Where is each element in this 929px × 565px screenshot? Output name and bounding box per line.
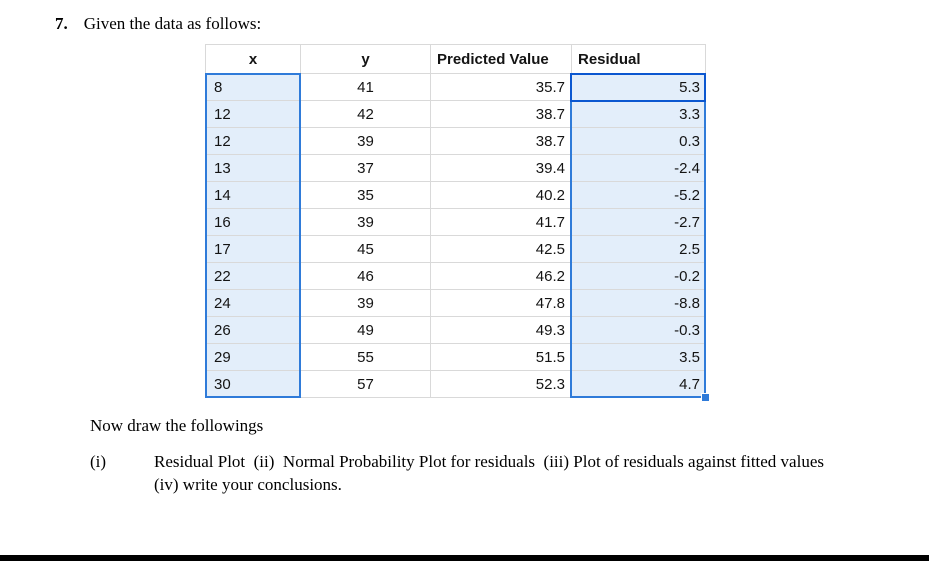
cell-y: 57 bbox=[300, 370, 431, 398]
header-row: x y Predicted Value Residual bbox=[205, 44, 706, 74]
cell-predicted: 38.7 bbox=[430, 127, 572, 155]
column-header-predicted: Predicted Value bbox=[430, 44, 572, 74]
cell-y: 49 bbox=[300, 316, 431, 344]
table-row: 24 39 47.8 -8.8 bbox=[205, 289, 706, 317]
cell-predicted: 35.7 bbox=[430, 73, 572, 101]
cell-residual: 4.7 bbox=[571, 370, 706, 398]
question-line: 7. Given the data as follows: bbox=[55, 14, 261, 34]
cell-residual: 2.5 bbox=[571, 235, 706, 263]
cell-y: 46 bbox=[300, 262, 431, 290]
cell-predicted: 46.2 bbox=[430, 262, 572, 290]
cell-y: 39 bbox=[300, 208, 431, 236]
cell-x: 17 bbox=[205, 235, 301, 263]
table-row: 29 55 51.5 3.5 bbox=[205, 343, 706, 371]
cell-residual: -8.8 bbox=[571, 289, 706, 317]
list-item-text: Residual Plot (ii) Normal Probability Pl… bbox=[154, 452, 837, 495]
cell-residual: 0.3 bbox=[571, 127, 706, 155]
cell-x: 24 bbox=[205, 289, 301, 317]
cell-y: 35 bbox=[300, 181, 431, 209]
cell-x: 16 bbox=[205, 208, 301, 236]
cell-residual: -2.7 bbox=[571, 208, 706, 236]
cell-predicted: 39.4 bbox=[430, 154, 572, 182]
column-header-y: y bbox=[300, 44, 431, 74]
cell-predicted: 38.7 bbox=[430, 100, 572, 128]
question-parts: (i) Residual Plot (ii) Normal Probabilit… bbox=[90, 450, 854, 497]
table-row: 12 39 38.7 0.3 bbox=[205, 127, 706, 155]
table-row: 8 41 35.7 5.3 bbox=[205, 73, 706, 101]
column-header-residual: Residual bbox=[571, 44, 706, 74]
cell-y: 55 bbox=[300, 343, 431, 371]
cell-predicted: 51.5 bbox=[430, 343, 572, 371]
cell-x: 26 bbox=[205, 316, 301, 344]
cell-y: 42 bbox=[300, 100, 431, 128]
question-number: 7. bbox=[55, 14, 68, 33]
cell-predicted: 40.2 bbox=[430, 181, 572, 209]
table-row: 14 35 40.2 -5.2 bbox=[205, 181, 706, 209]
cell-predicted: 49.3 bbox=[430, 316, 572, 344]
cell-x: 14 bbox=[205, 181, 301, 209]
cell-residual: 3.5 bbox=[571, 343, 706, 371]
cell-predicted: 42.5 bbox=[430, 235, 572, 263]
table-row: 26 49 49.3 -0.3 bbox=[205, 316, 706, 344]
cell-x: 12 bbox=[205, 127, 301, 155]
cell-residual: -0.2 bbox=[571, 262, 706, 290]
cell-x: 12 bbox=[205, 100, 301, 128]
cell-y: 37 bbox=[300, 154, 431, 182]
cell-y: 45 bbox=[300, 235, 431, 263]
table-row: 16 39 41.7 -2.7 bbox=[205, 208, 706, 236]
cell-residual: 5.3 bbox=[571, 73, 706, 101]
table-row: 13 37 39.4 -2.4 bbox=[205, 154, 706, 182]
cell-residual: -5.2 bbox=[571, 181, 706, 209]
cell-x: 13 bbox=[205, 154, 301, 182]
cell-x: 29 bbox=[205, 343, 301, 371]
question-intro: Given the data as follows: bbox=[83, 14, 262, 33]
table-row: 12 42 38.7 3.3 bbox=[205, 100, 706, 128]
cell-predicted: 52.3 bbox=[430, 370, 572, 398]
page-edge-bar bbox=[0, 555, 929, 561]
table-row: 17 45 42.5 2.5 bbox=[205, 235, 706, 263]
cell-x: 22 bbox=[205, 262, 301, 290]
cell-residual: 3.3 bbox=[571, 100, 706, 128]
column-header-x: x bbox=[205, 44, 301, 74]
cell-x: 30 bbox=[205, 370, 301, 398]
list-item-label: (i) bbox=[90, 452, 107, 471]
cell-predicted: 41.7 bbox=[430, 208, 572, 236]
spreadsheet-table: x y Predicted Value Residual 8 41 35.7 5… bbox=[205, 44, 710, 402]
cell-y: 41 bbox=[300, 73, 431, 101]
table-row: 22 46 46.2 -0.2 bbox=[205, 262, 706, 290]
cell-x: 8 bbox=[205, 73, 301, 101]
instruction-text: Now draw the followings bbox=[90, 416, 264, 435]
cell-y: 39 bbox=[300, 289, 431, 317]
cell-predicted: 47.8 bbox=[430, 289, 572, 317]
table-row: 30 57 52.3 4.7 bbox=[205, 370, 706, 398]
cell-residual: -2.4 bbox=[571, 154, 706, 182]
cell-y: 39 bbox=[300, 127, 431, 155]
cell-residual: -0.3 bbox=[571, 316, 706, 344]
data-table: x y Predicted Value Residual 8 41 35.7 5… bbox=[205, 44, 706, 398]
